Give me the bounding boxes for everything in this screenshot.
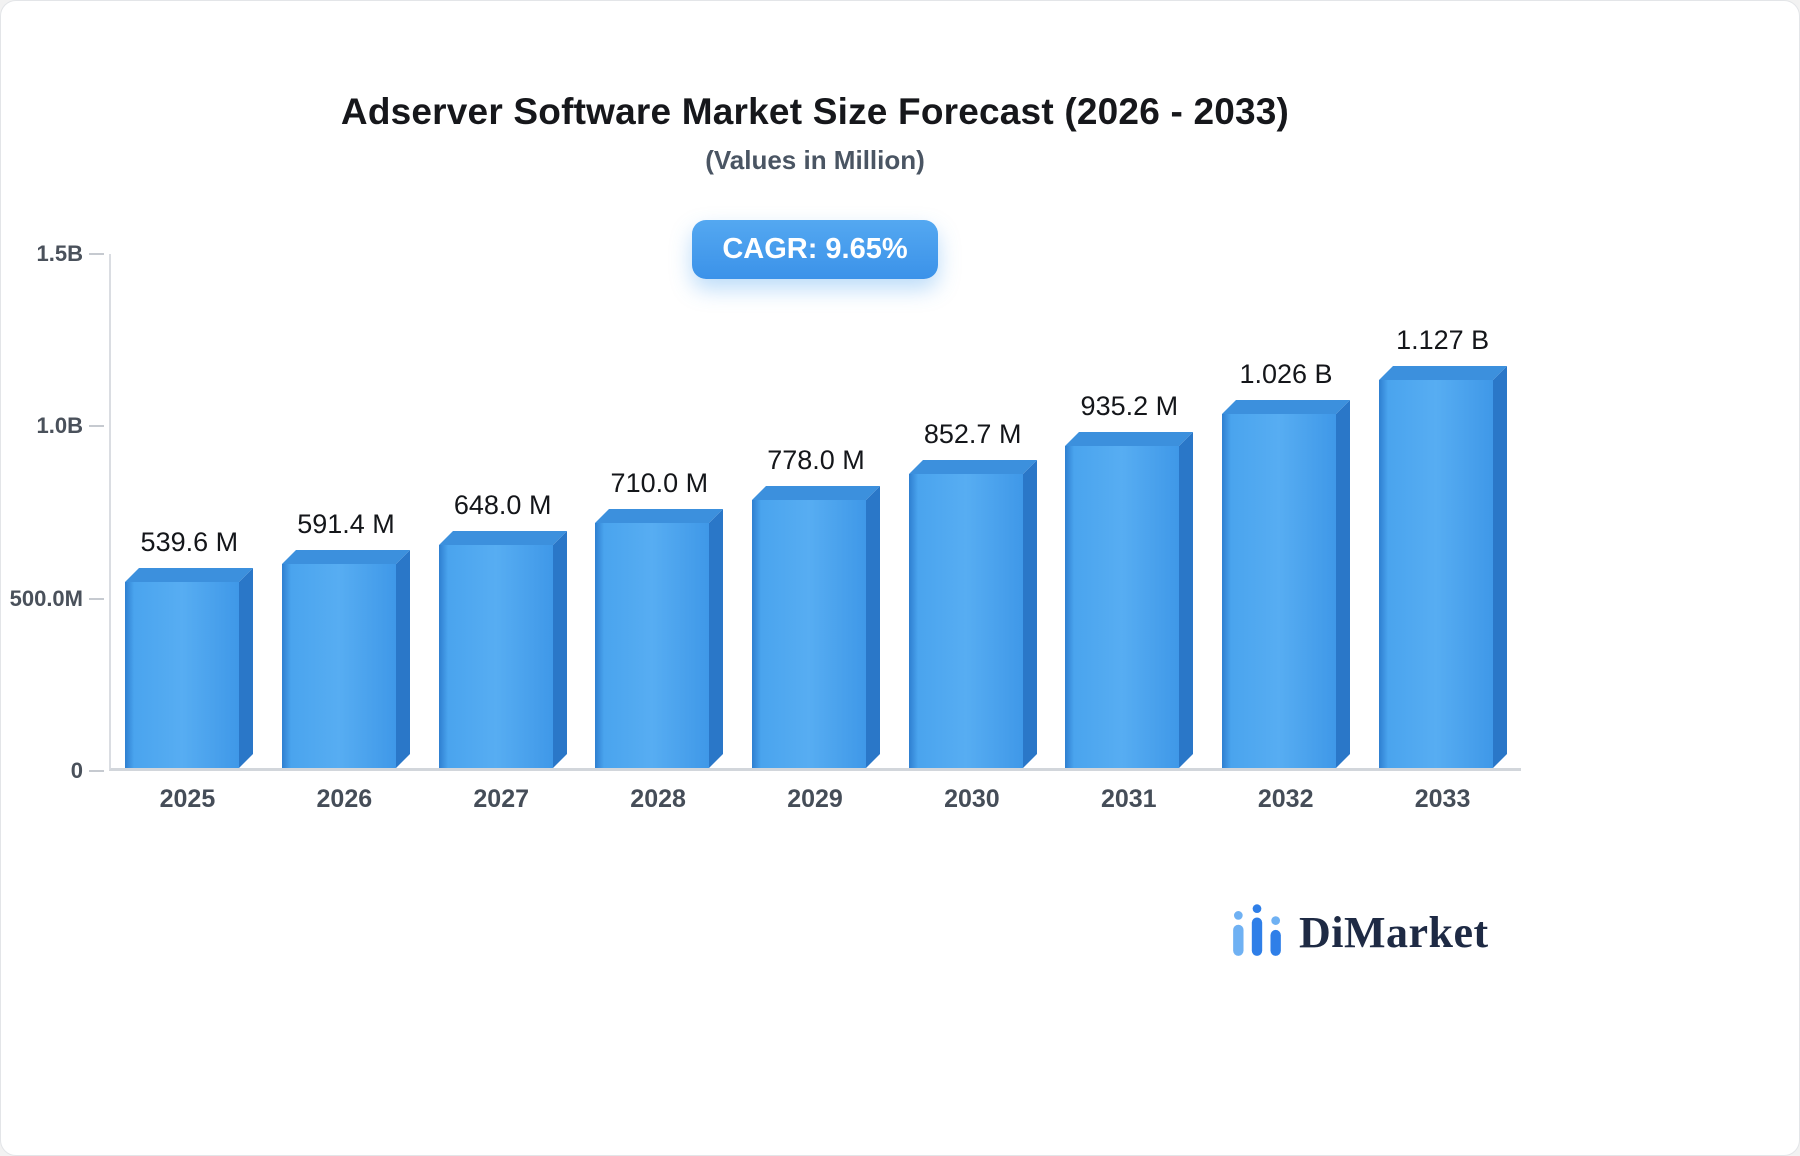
bar-face (1065, 446, 1180, 768)
bar-face (908, 474, 1023, 768)
x-tick-label: 2026 (316, 785, 373, 813)
bar-top (1221, 400, 1350, 414)
bar-side (395, 550, 410, 768)
bar-slot-2031: 935.2 M (1051, 254, 1208, 768)
bar-2025 (125, 568, 254, 768)
bar-top (125, 568, 254, 582)
x-tick-label: 2029 (787, 785, 843, 813)
y-tick-label: 1.0B (36, 413, 83, 439)
bar-2029 (751, 486, 880, 768)
bar-2032 (1221, 400, 1350, 768)
bar-side (239, 568, 254, 768)
bar-slot-2028: 710.0 M (581, 254, 738, 768)
y-tick-mark (89, 425, 104, 428)
bar-slot-2030: 852.7 M (894, 254, 1051, 768)
bar-value-label: 1.026 B (1239, 359, 1333, 389)
x-tick-label: 2031 (1100, 785, 1157, 813)
bar-value-label: 935.2 M (1080, 391, 1179, 421)
bar-top (281, 550, 410, 564)
bar-side (1022, 460, 1037, 768)
bar-side (1335, 400, 1350, 768)
bar-value-label: 539.6 M (140, 527, 239, 557)
bar-value-label: 778.0 M (767, 445, 865, 475)
bar-2027 (438, 531, 567, 768)
bar-slot-2025: 539.6 M (111, 254, 268, 768)
bar-top (751, 486, 880, 500)
x-tick-label: 2028 (630, 785, 686, 813)
bar-2031 (1065, 432, 1194, 768)
bar-2033 (1378, 366, 1507, 768)
bar-slot-2026: 591.4 M (268, 254, 425, 768)
y-tick-mark (89, 597, 104, 600)
bar-side (709, 509, 724, 768)
cagr-badge: CAGR: 9.65% (692, 220, 938, 279)
y-tick-mark (89, 253, 104, 255)
mini-bar-chart-logo-icon (1233, 904, 1281, 956)
bar-slot-2033: 1.127 B (1364, 254, 1521, 768)
bar-2030 (908, 460, 1037, 768)
x-tick-label: 2032 (1257, 785, 1314, 813)
bar-top (1065, 432, 1194, 446)
bar-face (595, 523, 710, 768)
y-tick-label: 1.5B (36, 241, 83, 266)
bar-value-label: 591.4 M (297, 509, 395, 539)
bar-side (1492, 366, 1507, 768)
chart-subtitle: (Values in Million) (705, 145, 925, 175)
bar-side (865, 486, 880, 768)
bar-top (908, 460, 1037, 474)
bar-face (1221, 414, 1336, 768)
bar-face (281, 564, 396, 768)
y-tick-label: 0 (70, 758, 83, 783)
bar-face (125, 582, 240, 768)
bar-top (595, 509, 724, 523)
bar-2026 (281, 550, 410, 768)
chart-header: Adserver Software Market Size Forecast (… (109, 91, 1521, 279)
bar-top (438, 531, 567, 545)
bar-value-label: 648.0 M (453, 490, 552, 520)
bar-side (1179, 432, 1194, 768)
bar-slot-2032: 1.026 B (1208, 254, 1365, 768)
bar-2028 (595, 509, 724, 768)
cagr-badge-label: CAGR: 9.65% (722, 233, 908, 265)
x-tick-label: 2025 (159, 785, 216, 813)
bar-value-label: 1.127 B (1396, 325, 1490, 355)
bar-face (1378, 380, 1493, 768)
bar-value-label: 710.0 M (610, 468, 709, 498)
bar-side (552, 531, 567, 768)
brand-name: DiMarket (1299, 907, 1489, 957)
plot-area: 539.6 M 591.4 M 648.0 M 710.0 M 778.0 M 852.7… (109, 254, 1521, 771)
chart-title: Adserver Software Market Size Forecast (… (340, 91, 1290, 132)
x-tick-label: 2027 (473, 785, 530, 813)
bar-face (438, 545, 553, 768)
brand-logo: DiMarket (1229, 904, 1489, 960)
x-tick-label: 2030 (944, 785, 1000, 813)
y-tick-mark (89, 770, 104, 772)
x-tick-label: 2033 (1414, 785, 1471, 813)
x-axis: 2025 2026 2027 2028 2029 2030 2031 2032 2033 (109, 785, 1521, 814)
bar-value-label: 852.7 M (923, 419, 1022, 449)
bar-top (1378, 366, 1507, 380)
bar-face (751, 500, 866, 768)
bar-slot-2029: 778.0 M (738, 254, 895, 768)
y-tick-label: 500.0M (9, 585, 83, 611)
bar-slot-2027: 648.0 M (424, 254, 581, 768)
y-axis: 1.5B 1.0B 500.0M 0 (1, 241, 109, 783)
